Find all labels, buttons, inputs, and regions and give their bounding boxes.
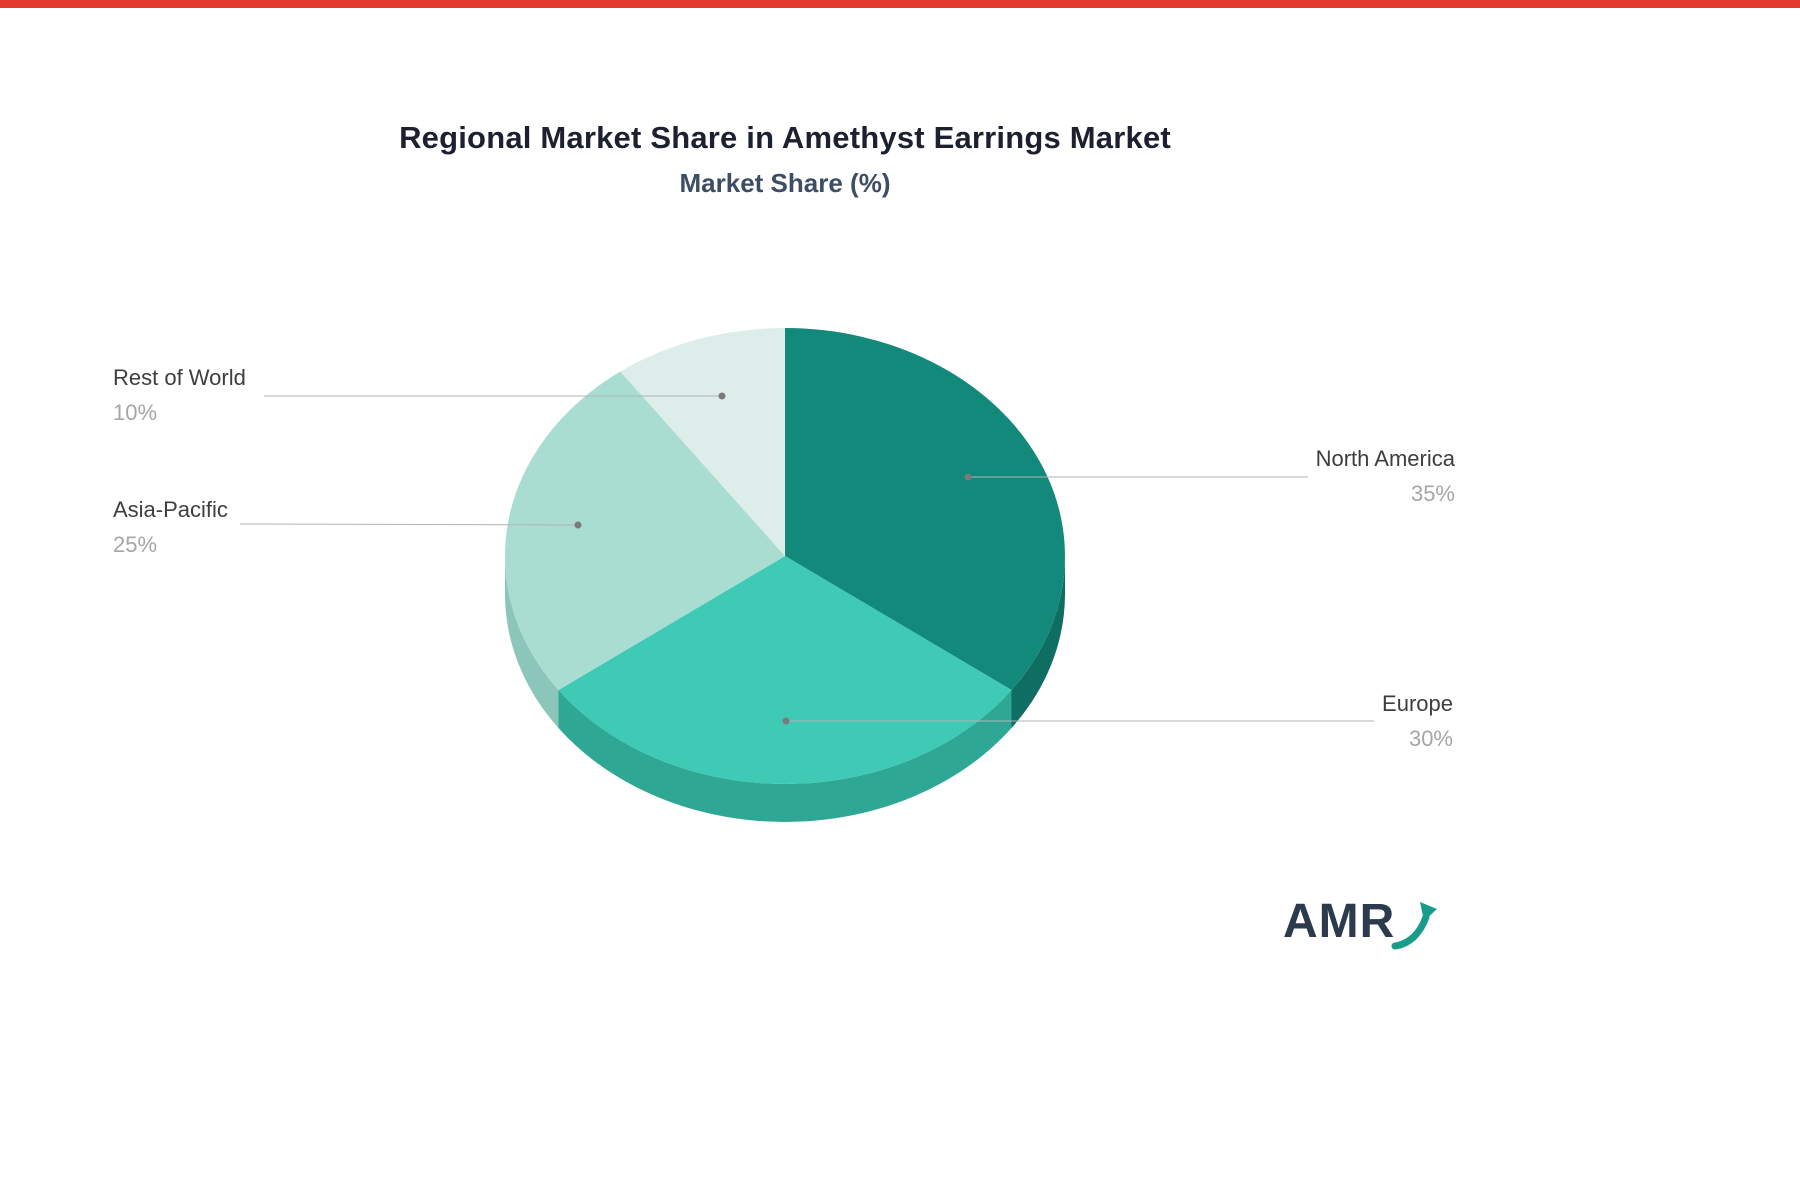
slice-value-asia-pacific: 25% [113,532,158,557]
amr-logo-text: AMR [1283,895,1396,948]
leader-dot-europe [782,717,790,725]
callout-north-america: North America 35% [1316,441,1455,511]
callout-rest-of-world: Rest of World 10% [113,360,246,430]
leader-dot-north-america [964,473,972,481]
pie-slice-asia-pacific[interactable] [504,371,785,691]
leader-dot-rest-of-world [718,392,726,400]
leader-dot-asia-pacific [574,521,582,529]
slice-value-north-america: 35% [1410,481,1455,506]
callout-asia-pacific: Asia-Pacific 25% [113,492,228,562]
pie-slice-side-north-america [1011,556,1065,728]
pie-slice-north-america[interactable] [785,328,1065,690]
amr-logo: AMR [1283,896,1439,952]
slice-value-europe: 30% [1408,726,1453,751]
pie-slice-side-asia-pacific [505,556,559,728]
slice-label-europe: Europe [1382,691,1453,716]
pie-slice-europe[interactable] [558,556,1012,784]
slice-label-rest-of-world: Rest of World [113,365,246,390]
amr-logo-arrow-icon [1391,902,1438,950]
slice-value-rest-of-world: 10% [113,400,158,425]
slice-label-north-america: North America [1315,446,1455,471]
chart-title: Regional Market Share in Amethyst Earrin… [399,120,1171,155]
callout-europe: Europe 30% [1382,686,1453,756]
chart-subtitle: Market Share (%) [679,168,891,198]
leader-line-asia-pacific [239,523,579,526]
top-accent-bar [0,0,1800,8]
pie-slice-rest-of-world[interactable] [620,327,785,556]
slice-label-asia-pacific: Asia-Pacific [113,497,228,522]
pie-slice-side-europe [558,690,1012,822]
